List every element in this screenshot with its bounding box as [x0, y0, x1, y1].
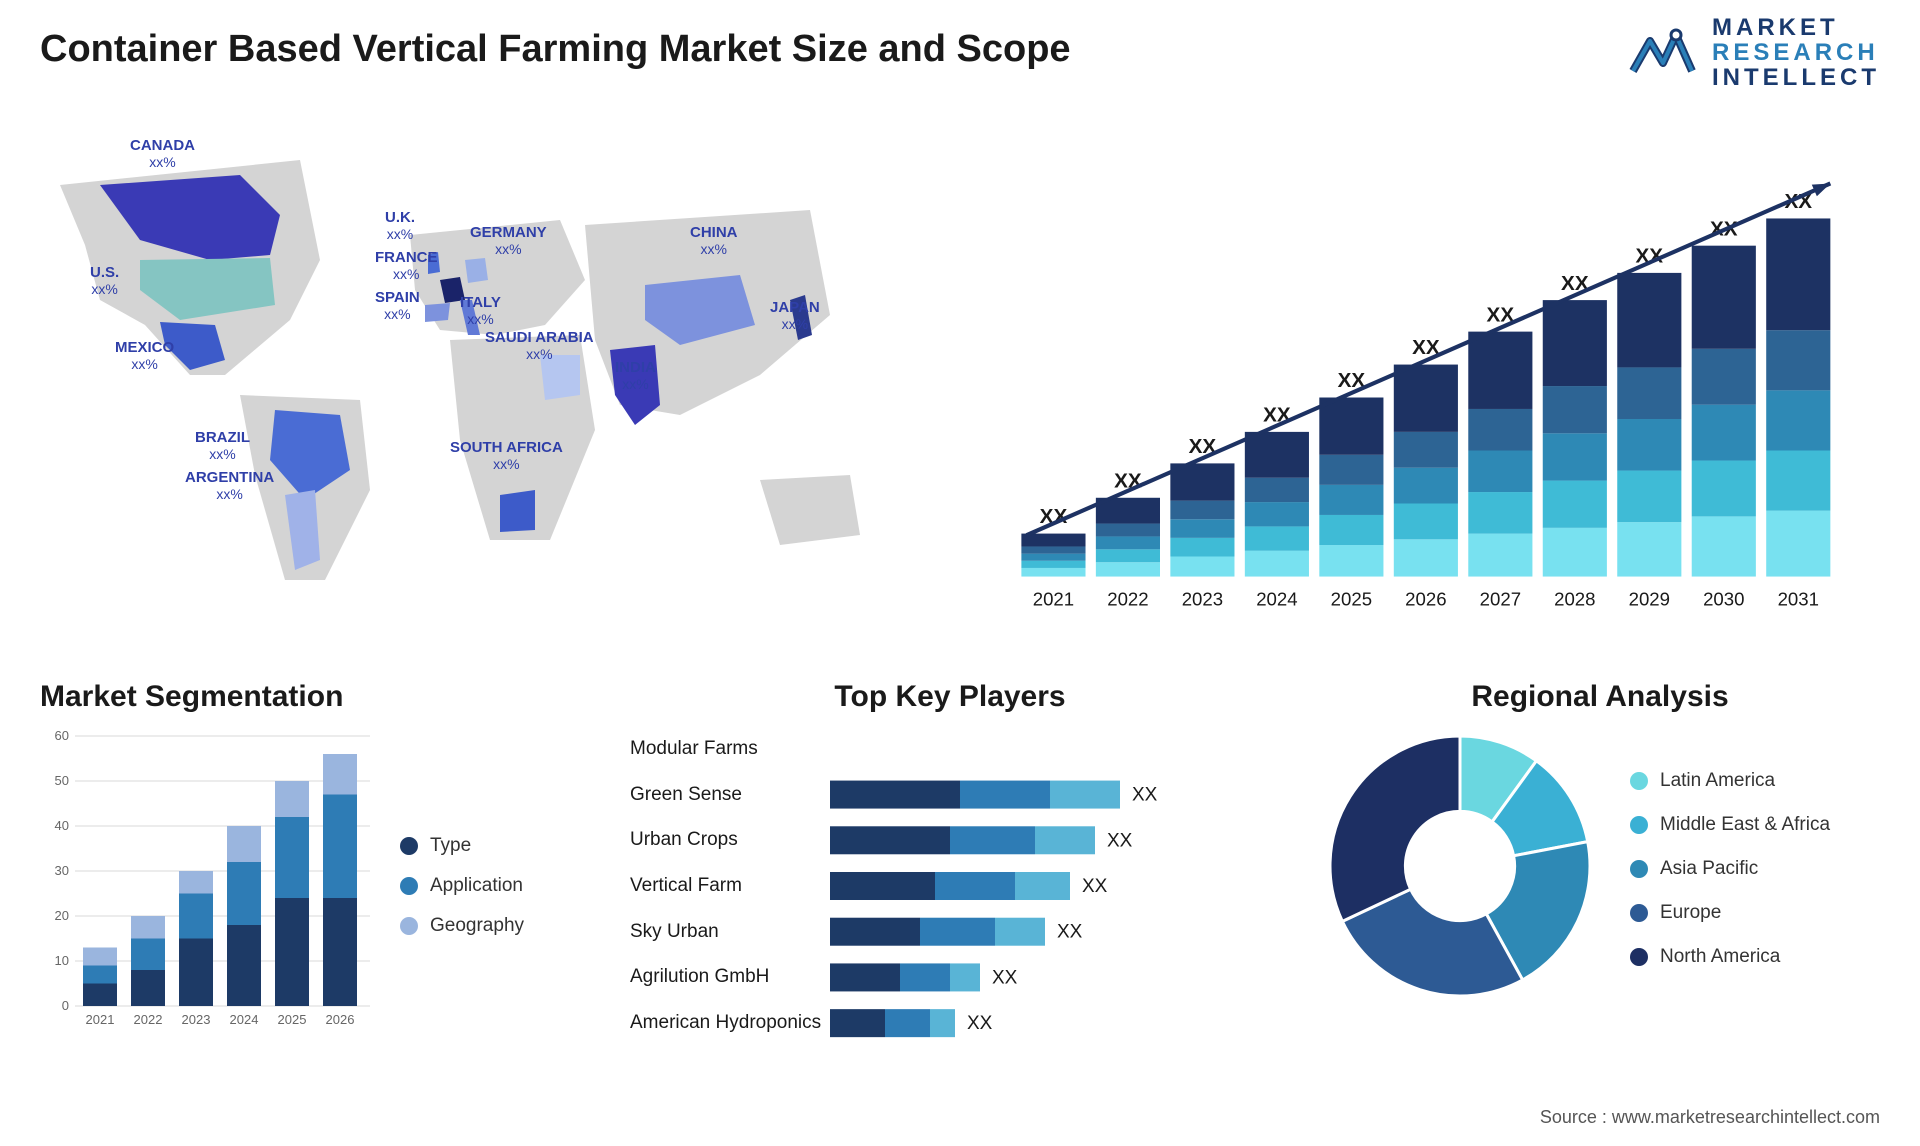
svg-text:2021: 2021: [1033, 589, 1074, 610]
region-legend-item: Asia Pacific: [1630, 858, 1880, 880]
region-legend-item: North America: [1630, 946, 1880, 968]
svg-text:2027: 2027: [1480, 589, 1521, 610]
regional-panel: Regional Analysis Latin America Middle Ea…: [1320, 680, 1880, 1080]
svg-text:XX: XX: [1132, 785, 1158, 806]
key-players-panel: Top Key Players Modular FarmsGreen Sense…: [630, 680, 1270, 1080]
svg-text:2026: 2026: [1405, 589, 1446, 610]
segmentation-panel: Market Segmentation 0 10 20 30 40 50 60 2021 202…: [40, 680, 580, 1080]
seg-legend-application: Application: [400, 875, 580, 897]
brand-logo: MARKET RESEARCH INTELLECT: [1628, 15, 1880, 91]
segmentation-legend: Type Application Geography: [400, 726, 580, 1046]
map-label-germany: GERMANYxx%: [470, 225, 547, 257]
svg-text:30: 30: [55, 863, 69, 878]
svg-text:50: 50: [55, 773, 69, 788]
svg-text:XX: XX: [1107, 830, 1133, 851]
segmentation-title: Market Segmentation: [40, 680, 580, 714]
player-name: Vertical Farm: [630, 863, 830, 909]
player-name: Sky Urban: [630, 909, 830, 955]
map-label-india: INDIAxx%: [615, 360, 656, 392]
svg-text:XX: XX: [967, 1013, 993, 1034]
region-legend-item: Middle East & Africa: [1630, 814, 1880, 836]
map-label-spain: SPAINxx%: [375, 290, 420, 322]
player-name: American Hydroponics: [630, 1000, 830, 1046]
source-attribution: Source : www.marketresearchintellect.com: [1540, 1107, 1880, 1128]
player-name: Agrilution GmbH: [630, 955, 830, 1001]
svg-text:2022: 2022: [134, 1012, 163, 1027]
world-map: [40, 120, 940, 640]
regional-title: Regional Analysis: [1320, 680, 1880, 714]
svg-text:60: 60: [55, 728, 69, 743]
logo-line1: MARKET: [1712, 15, 1880, 40]
region-legend-item: Latin America: [1630, 770, 1880, 792]
map-label-brazil: BRAZILxx%: [195, 430, 250, 462]
player-name: Modular Farms: [630, 726, 830, 772]
svg-text:2030: 2030: [1703, 589, 1744, 610]
page-title: Container Based Vertical Farming Market …: [40, 28, 1071, 71]
svg-text:2022: 2022: [1107, 589, 1148, 610]
svg-text:2026: 2026: [326, 1012, 355, 1027]
svg-text:10: 10: [55, 953, 69, 968]
svg-text:2025: 2025: [1331, 589, 1372, 610]
map-label-canada: CANADAxx%: [130, 138, 195, 170]
region-legend-item: Europe: [1630, 902, 1880, 924]
svg-text:2023: 2023: [1182, 589, 1223, 610]
svg-text:40: 40: [55, 818, 69, 833]
svg-text:XX: XX: [1082, 876, 1108, 897]
map-label-mexico: MEXICOxx%: [115, 340, 174, 372]
seg-legend-type: Type: [400, 835, 580, 857]
svg-text:XX: XX: [1057, 922, 1083, 943]
svg-text:0: 0: [62, 998, 69, 1013]
logo-line2: RESEARCH: [1712, 40, 1880, 65]
segmentation-bar-chart: 0 10 20 30 40 50 60 2021 2022 2023 2024 2025 2026: [40, 726, 380, 1046]
seg-legend-geography: Geography: [400, 915, 580, 937]
map-label-japan: JAPANxx%: [770, 300, 820, 332]
map-label-southafrica: SOUTH AFRICAxx%: [450, 440, 563, 472]
svg-text:2028: 2028: [1554, 589, 1595, 610]
logo-line3: INTELLECT: [1712, 65, 1880, 90]
player-name: Urban Crops: [630, 817, 830, 863]
svg-text:20: 20: [55, 908, 69, 923]
players-bar-chart: XX XX XX XX XX XX: [830, 726, 1250, 1046]
regional-legend: Latin America Middle East & Africa Asia Pa…: [1630, 770, 1880, 968]
map-label-uk: U.K.xx%: [385, 210, 415, 242]
svg-text:2024: 2024: [1256, 589, 1297, 610]
world-map-panel: CANADAxx% U.S.xx% MEXICOxx% BRAZILxx% ARGENT…: [40, 120, 940, 640]
players-title: Top Key Players: [630, 680, 1270, 714]
svg-text:2021: 2021: [86, 1012, 115, 1027]
svg-text:2031: 2031: [1778, 589, 1819, 610]
regional-donut-chart: [1320, 726, 1600, 1006]
svg-text:2023: 2023: [182, 1012, 211, 1027]
svg-text:2024: 2024: [230, 1012, 259, 1027]
forecast-chart-panel: XXXXXXXXXXXXXXXXXXXXXX 20212022202320242…: [980, 120, 1880, 640]
players-name-list: Modular FarmsGreen SenseUrban CropsVerti…: [630, 726, 830, 1046]
svg-text:2029: 2029: [1629, 589, 1670, 610]
map-label-france: FRANCExx%: [375, 250, 438, 282]
svg-text:XX: XX: [992, 967, 1018, 988]
logo-mark-icon: [1628, 23, 1700, 83]
map-label-argentina: ARGENTINAxx%: [185, 470, 274, 502]
map-label-us: U.S.xx%: [90, 265, 119, 297]
map-label-china: CHINAxx%: [690, 225, 738, 257]
forecast-bar-chart: XXXXXXXXXXXXXXXXXXXXXX 20212022202320242…: [980, 120, 1880, 640]
map-label-italy: ITALYxx%: [460, 295, 501, 327]
map-label-saudiarabia: SAUDI ARABIAxx%: [485, 330, 594, 362]
svg-text:2025: 2025: [278, 1012, 307, 1027]
player-name: Green Sense: [630, 772, 830, 818]
